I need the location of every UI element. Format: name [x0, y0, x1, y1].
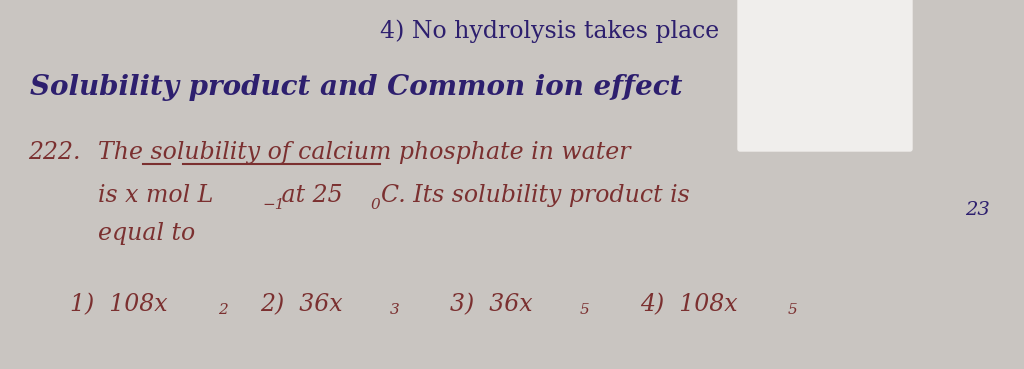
Text: at 25: at 25: [274, 184, 343, 207]
Text: 2)  36x: 2) 36x: [260, 293, 343, 316]
Text: 5: 5: [788, 303, 798, 317]
Text: 222.: 222.: [28, 141, 81, 164]
Text: Solubility product and Common ion effect: Solubility product and Common ion effect: [30, 74, 683, 101]
Text: 5: 5: [580, 303, 590, 317]
Text: The solubility of calcium phosphate in water: The solubility of calcium phosphate in w…: [98, 141, 631, 164]
Text: 2: 2: [218, 303, 227, 317]
Text: 1)  108x: 1) 108x: [70, 293, 168, 316]
Text: 4) No hydrolysis takes place: 4) No hydrolysis takes place: [380, 19, 719, 42]
Text: −1: −1: [262, 198, 285, 212]
Text: 4)  108x: 4) 108x: [640, 293, 737, 316]
Text: C. Its solubility product is: C. Its solubility product is: [381, 184, 690, 207]
FancyBboxPatch shape: [738, 0, 912, 151]
Text: is x mol L: is x mol L: [98, 184, 213, 207]
Text: 23: 23: [966, 201, 990, 219]
Text: equal to: equal to: [98, 222, 196, 245]
Text: 3: 3: [390, 303, 399, 317]
Text: 0: 0: [371, 198, 381, 212]
Text: 3)  36x: 3) 36x: [450, 293, 532, 316]
